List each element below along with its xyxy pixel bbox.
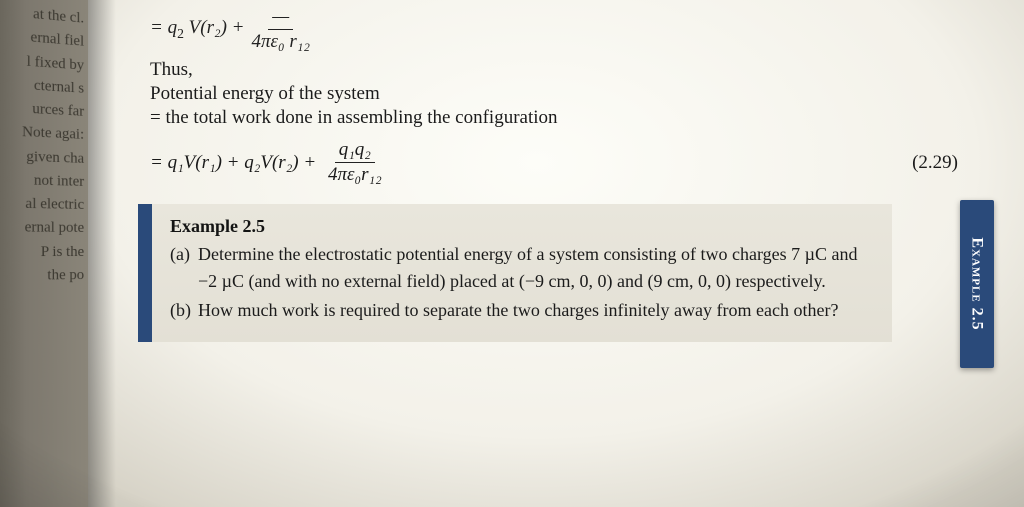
equation-row: = q₁V(r₁) + q₂V(r₂) + q₁q₂ 4πε₀r₁₂ (2.29…: [150, 139, 958, 186]
pe-line-2: = the total work done in assembling the …: [150, 107, 984, 129]
equation-body: = q₁V(r₁) + q₂V(r₂) + q₁q₂ 4πε₀r₁₂: [150, 139, 389, 186]
fraction-denominator: 4πε₀r₁₂: [324, 163, 386, 186]
fraction: — 4πε₀ r₁₂: [248, 6, 314, 53]
fraction: q₁q₂ 4πε₀r₁₂: [324, 139, 386, 186]
prev-fragment: given cha: [0, 144, 84, 171]
fraction-denominator: 4πε₀ r₁₂: [248, 30, 314, 53]
prev-fragment: Note agai:: [0, 120, 84, 148]
side-tab-label: Example 2.5: [968, 237, 986, 330]
prev-fragment: al electric: [0, 192, 84, 217]
example-item-b: (b) How much work is required to separat…: [170, 297, 874, 324]
example-body: Example 2.5 (a) Determine the electrosta…: [152, 204, 892, 342]
prev-fragment: the po: [0, 264, 84, 288]
example-item-a: (a) Determine the electrostatic potentia…: [170, 241, 874, 295]
example-item-label: (b): [170, 297, 198, 324]
prev-fragment: ernal pote: [0, 216, 84, 240]
fraction-numerator: —: [268, 6, 293, 30]
example-block: Example 2.5 (a) Determine the electrosta…: [138, 204, 892, 342]
example-title: Example 2.5: [170, 216, 874, 237]
equation-number: (2.29): [912, 152, 958, 174]
example-item-label: (a): [170, 241, 198, 295]
example-side-tab: Example 2.5: [960, 200, 994, 368]
equation-prefix: = q₁V(r₁) + q₂V(r₂) +: [150, 152, 316, 174]
thus-label: Thus,: [150, 59, 984, 81]
formula-prefix: = q: [150, 17, 177, 38]
textbook-page: = q2 V(r₂) + — 4πε₀ r₁₂ Thus, Potential …: [88, 0, 1024, 507]
previous-page-edge: at the cl. ernal fiel l fixed by cternal…: [0, 0, 88, 507]
pe-line-1: Potential energy of the system: [150, 83, 984, 105]
partial-formula-top: = q2 V(r₂) + — 4πε₀ r₁₂: [150, 6, 984, 53]
example-item-text: How much work is required to separate th…: [198, 297, 874, 324]
example-item-text: Determine the electrostatic potential en…: [198, 241, 874, 295]
example-accent-bar: [138, 204, 152, 342]
prev-fragment: not inter: [0, 168, 84, 194]
formula-text: = q2 V(r₂) +: [150, 17, 245, 42]
fraction-numerator: q₁q₂: [335, 139, 375, 163]
formula-rest: V(r₂) +: [189, 17, 245, 38]
prev-fragment: P is the: [0, 240, 84, 264]
